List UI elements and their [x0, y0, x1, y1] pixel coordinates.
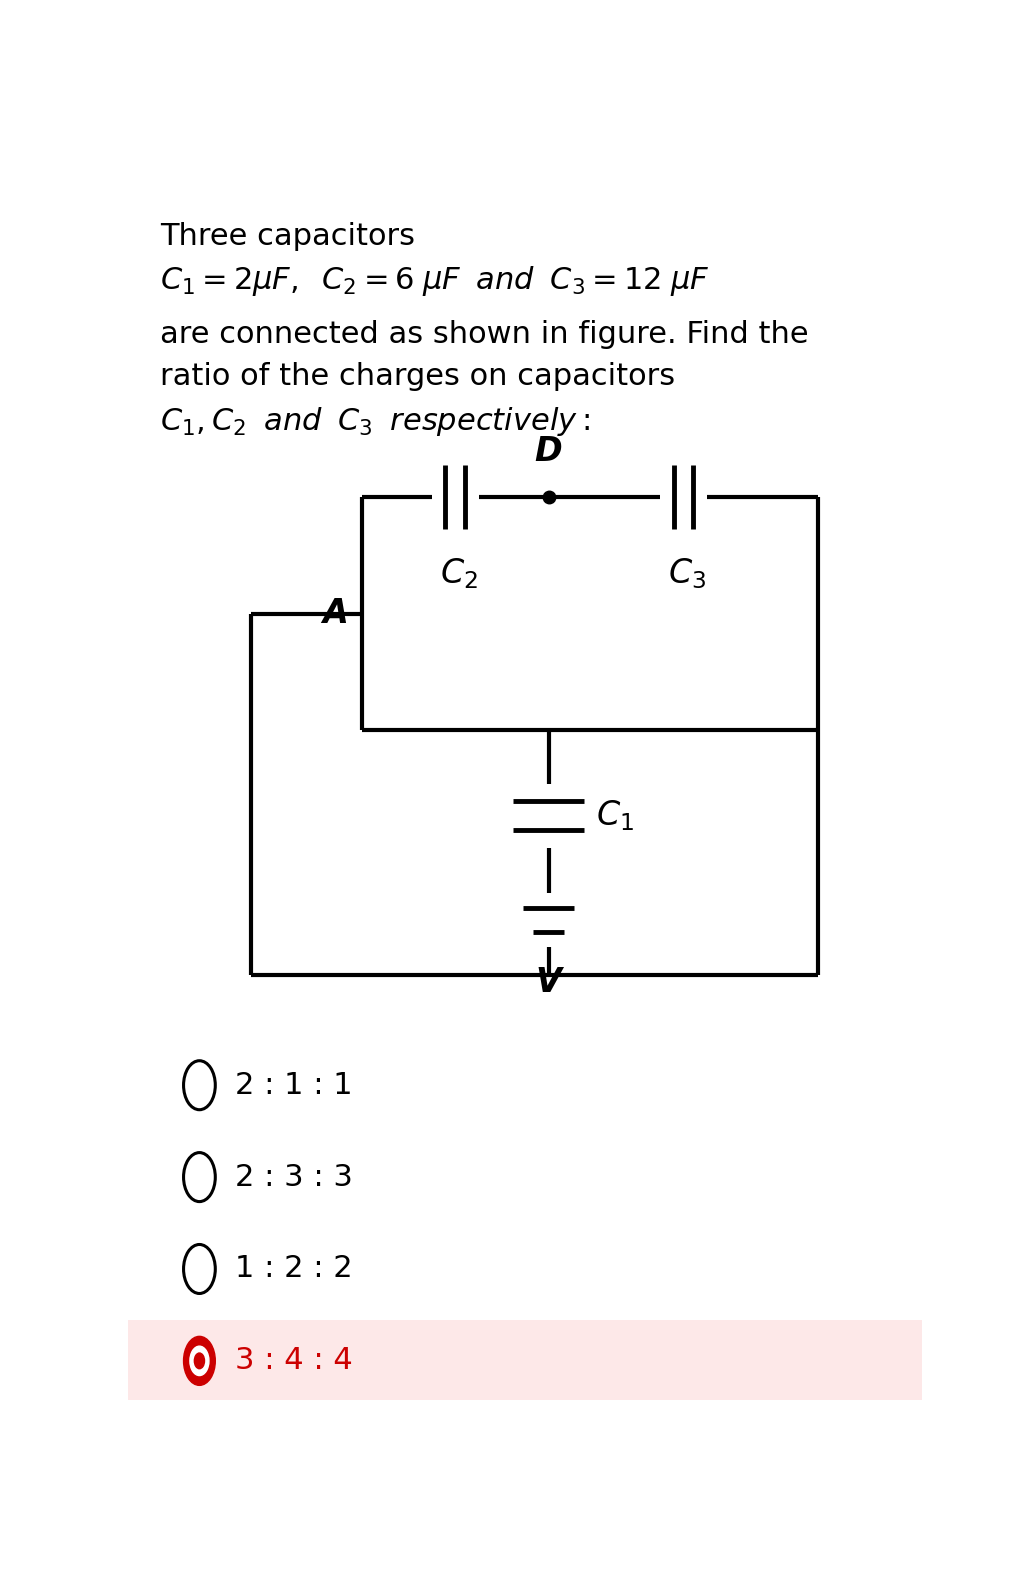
FancyBboxPatch shape — [128, 1321, 922, 1400]
Text: 2 : 3 : 3: 2 : 3 : 3 — [236, 1163, 353, 1192]
Circle shape — [195, 1352, 205, 1368]
Text: 3 : 4 : 4: 3 : 4 : 4 — [236, 1346, 353, 1375]
Text: 2 : 1 : 1: 2 : 1 : 1 — [236, 1071, 352, 1099]
Text: A: A — [322, 597, 348, 630]
Text: are connected as shown in figure. Find the: are connected as shown in figure. Find t… — [160, 320, 808, 348]
Text: $C_2$: $C_2$ — [440, 555, 478, 590]
Text: V: V — [536, 966, 561, 999]
Text: D: D — [535, 434, 562, 468]
Circle shape — [183, 1336, 215, 1386]
Text: $C_1 = 2\mu F,\;\; C_2 = 6 \;\mu F \;\; and \;\; C_3 = 12\;\mu F$: $C_1 = 2\mu F,\;\; C_2 = 6 \;\mu F \;\; … — [160, 264, 710, 299]
Text: $C_1, C_2 \;\; and \;\; C_3 \;\; respectively:$: $C_1, C_2 \;\; and \;\; C_3 \;\; respect… — [160, 406, 590, 438]
Text: Three capacitors: Three capacitors — [160, 221, 415, 250]
Text: 1 : 2 : 2: 1 : 2 : 2 — [236, 1254, 352, 1284]
Text: ratio of the charges on capacitors: ratio of the charges on capacitors — [160, 363, 675, 391]
Text: $C_3$: $C_3$ — [669, 555, 707, 590]
Circle shape — [189, 1346, 209, 1376]
Text: $C_1$: $C_1$ — [596, 799, 634, 834]
